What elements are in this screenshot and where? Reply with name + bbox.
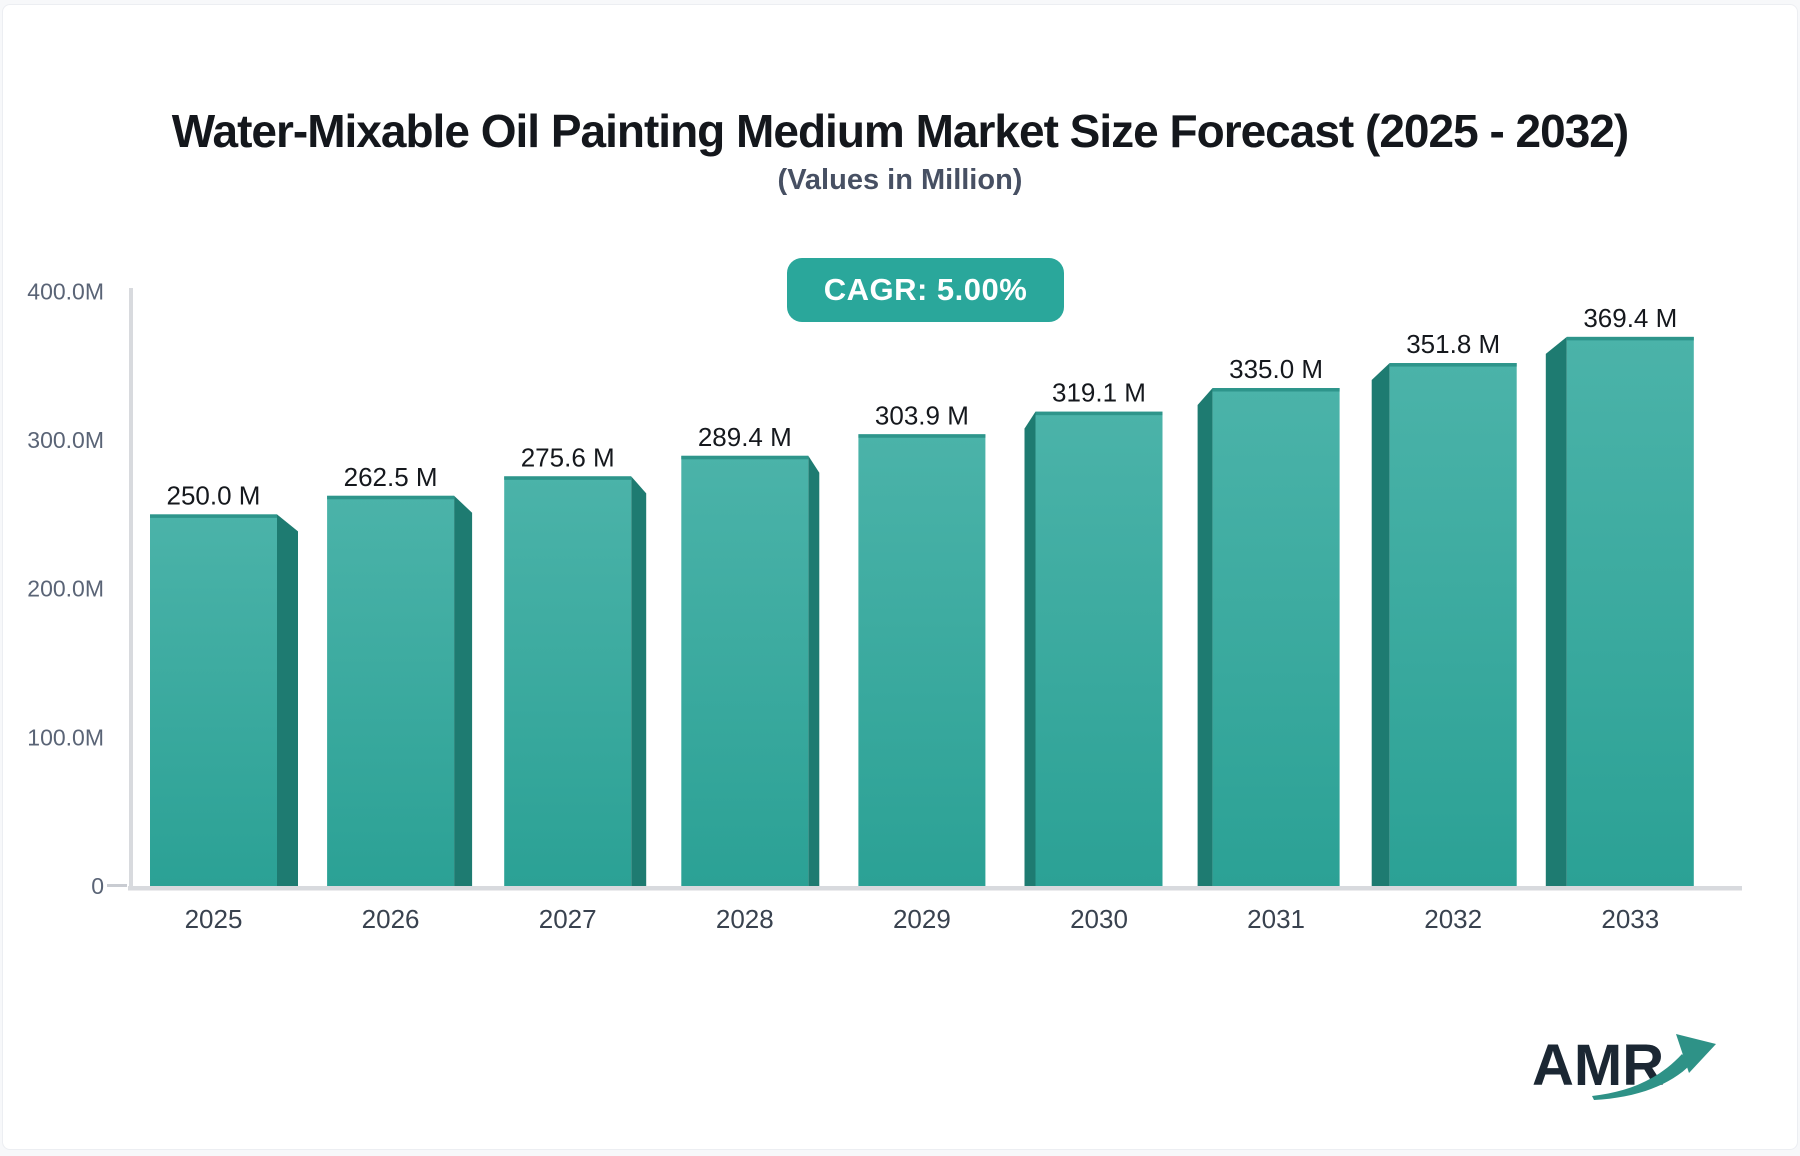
bar-top-edge — [504, 476, 632, 480]
bar-face — [327, 495, 455, 886]
amr-logo: AMR — [1532, 1034, 1742, 1121]
bar-face — [504, 476, 632, 886]
bar-2028: 289.4 M 2028 — [681, 422, 820, 934]
page-title: Water-Mixable Oil Painting Medium Market… — [171, 105, 1629, 157]
x-axis-line — [128, 886, 1742, 891]
bar-face — [1212, 388, 1340, 886]
bar-side — [808, 455, 820, 886]
bar-side — [631, 476, 647, 886]
zero-tick-mark — [107, 884, 127, 887]
bar-top-edge — [858, 434, 986, 438]
y-tick-label-400.0M: 400.0M — [27, 278, 104, 304]
bar-side — [277, 514, 298, 886]
bar-2033: 369.4 M 2033 — [1545, 303, 1694, 934]
y-tick-label-100.0M: 100.0M — [27, 724, 104, 750]
bar-value-label: 250.0 M — [167, 480, 261, 510]
x-axis-label-2032: 2032 — [1424, 904, 1482, 934]
bar-value-label: 275.6 M — [521, 442, 615, 472]
x-axis-label-2033: 2033 — [1601, 904, 1659, 934]
y-tick-label-300.0M: 300.0M — [27, 427, 104, 453]
bar-2026: 262.5 M 2026 — [327, 462, 473, 934]
bar-top-edge — [327, 495, 455, 500]
bar-value-label: 351.8 M — [1406, 329, 1500, 359]
bar-face — [681, 455, 809, 886]
bar-side — [1024, 411, 1036, 886]
bar-side — [1545, 336, 1567, 886]
bar-face — [858, 434, 986, 886]
bar-value-label: 303.9 M — [875, 400, 969, 430]
bar-top-edge — [681, 455, 809, 460]
bar-2031: 335.0 M 2031 — [1197, 354, 1340, 934]
bar-value-label: 369.4 M — [1583, 303, 1677, 333]
page-subtitle: (Values in Million) — [777, 164, 1023, 196]
bar-side — [1197, 388, 1213, 886]
cagr-badge-label: CAGR: 5.00% — [823, 272, 1028, 307]
bar-value-label: 319.1 M — [1052, 378, 1146, 408]
bar-face — [150, 514, 277, 886]
bar-value-label: 262.5 M — [344, 462, 438, 492]
bar-2030: 319.1 M 2030 — [1024, 378, 1163, 934]
x-axis-label-2028: 2028 — [716, 904, 774, 934]
bar-face — [1035, 411, 1163, 886]
bar-value-label: 289.4 M — [698, 422, 792, 452]
x-axis-label-2031: 2031 — [1247, 904, 1305, 934]
trend-arrow-icon — [1592, 1034, 1716, 1100]
x-axis-label-2026: 2026 — [362, 904, 420, 934]
y-tick-label-200.0M: 200.0M — [27, 576, 104, 602]
x-axis-label-2029: 2029 — [893, 904, 951, 934]
bar-top-edge — [150, 514, 277, 518]
bar-2032: 351.8 M 2032 — [1371, 329, 1517, 934]
bar-2025: 250.0 M 2025 — [150, 480, 298, 934]
x-axis-label-2030: 2030 — [1070, 904, 1128, 934]
bar-2029: 303.9 M 2029 — [858, 400, 986, 934]
bar-value-label: 335.0 M — [1229, 354, 1323, 384]
x-axis-label-2027: 2027 — [539, 904, 597, 934]
bar-top-edge — [1566, 336, 1694, 341]
bar-top-edge — [1212, 388, 1340, 392]
bar-2027: 275.6 M 2027 — [504, 442, 647, 934]
cagr-badge: CAGR: 5.00% — [787, 258, 1064, 322]
x-axis-label-2025: 2025 — [185, 904, 243, 934]
bar-top-edge — [1389, 363, 1517, 367]
bar-top-edge — [1035, 411, 1163, 416]
bar-face — [1389, 363, 1517, 886]
bar-side — [1371, 363, 1390, 886]
bar-face — [1566, 336, 1694, 886]
y-tick-label-0: 0 — [91, 873, 104, 899]
bar-side — [454, 495, 473, 886]
y-axis-line — [129, 288, 133, 888]
